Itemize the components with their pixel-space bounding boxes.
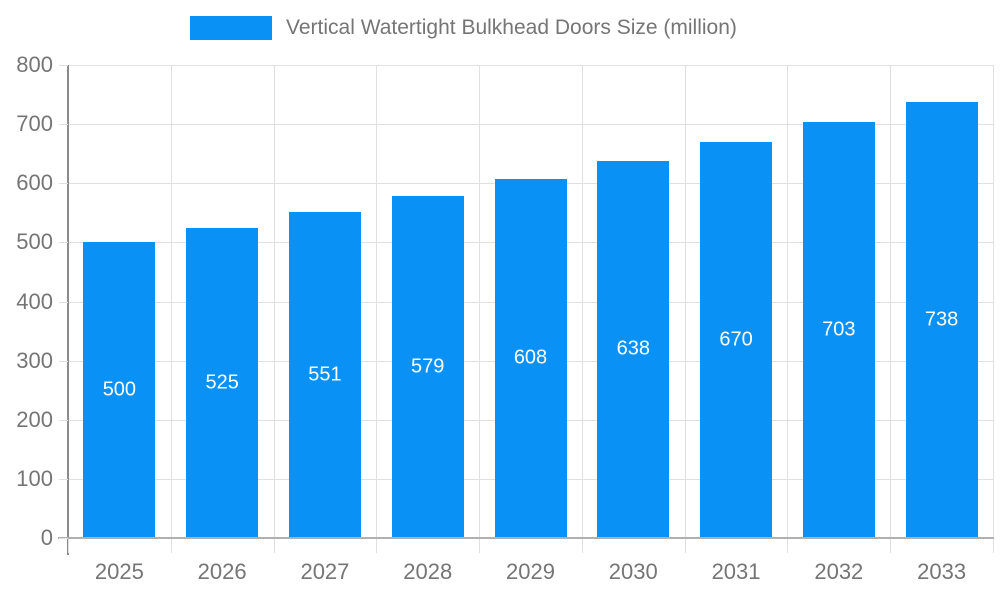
bar-2033: 738 <box>905 101 978 538</box>
x-axis-tick <box>581 539 583 553</box>
x-tick-label: 2031 <box>711 559 761 584</box>
y-tick-label: 500 <box>16 229 53 255</box>
v-gridline <box>479 65 481 538</box>
h-gridline <box>68 65 993 66</box>
x-tick-label: 2029 <box>506 559 555 584</box>
x-axis-tick <box>890 539 892 553</box>
bar-value-label: 670 <box>719 328 753 351</box>
bar-value-label: 551 <box>308 363 342 386</box>
v-gridline <box>581 65 583 538</box>
v-gridline <box>684 65 686 538</box>
bar-2025: 500 <box>83 242 156 538</box>
y-axis-tick <box>59 538 68 539</box>
x-axis-tick <box>376 539 378 553</box>
x-axis-tick <box>684 539 686 553</box>
x-axis-line <box>58 537 994 539</box>
x-axis-tick <box>479 539 481 553</box>
y-tick-label: 200 <box>16 406 53 432</box>
y-tick-label: 400 <box>16 288 53 314</box>
v-gridline <box>376 65 378 538</box>
x-tick-label: 2026 <box>197 559 247 584</box>
y-axis-tick <box>59 360 68 362</box>
bar-value-label: 608 <box>513 346 548 369</box>
y-tick-label: 600 <box>16 170 53 196</box>
y-axis-tick <box>59 65 68 66</box>
y-axis-line <box>67 65 69 555</box>
bar-2030: 638 <box>597 160 670 538</box>
v-gridline <box>787 65 789 538</box>
bar-value-label: 500 <box>102 378 137 401</box>
bar-2029: 608 <box>494 178 567 538</box>
x-tick-label: 2030 <box>608 559 658 584</box>
y-axis-tick <box>59 183 68 185</box>
y-axis-tick <box>59 301 68 303</box>
y-axis-tick <box>59 242 68 244</box>
plot-area: 500 525 551 579 608 638 670 703 738 0 100 200 300 40… <box>16 52 994 584</box>
x-tick-label: 2027 <box>300 559 350 584</box>
bar-2031: 670 <box>700 141 773 538</box>
y-axis-tick <box>59 124 68 126</box>
y-tick-label: 300 <box>16 347 53 373</box>
bar-value-label: 525 <box>205 371 239 394</box>
v-gridline <box>273 65 275 538</box>
legend-label: Vertical Watertight Bulkhead Doors Size … <box>286 16 737 39</box>
bar-value-label: 703 <box>822 318 856 341</box>
legend-swatch <box>190 16 272 40</box>
x-tick-label: 2032 <box>814 559 864 584</box>
x-tick-label: 2025 <box>94 559 144 584</box>
bar-value-label: 738 <box>924 308 959 331</box>
x-tick-label: 2028 <box>403 559 453 584</box>
bar-2032: 703 <box>802 122 875 538</box>
bar-2027: 551 <box>288 212 361 538</box>
x-axis-tick <box>273 539 275 553</box>
bar-value-label: 579 <box>411 355 445 378</box>
bar-value-label: 638 <box>616 337 650 360</box>
y-axis-tick <box>59 419 68 421</box>
v-gridline <box>993 65 994 538</box>
bar-2028: 579 <box>391 195 464 538</box>
y-tick-label: 700 <box>16 111 53 137</box>
bar-2026: 525 <box>186 227 259 538</box>
y-axis-tick <box>59 478 68 480</box>
x-axis-tick <box>787 539 789 553</box>
x-axis-tick <box>68 539 69 553</box>
y-tick-label: 800 <box>16 52 53 77</box>
v-gridline <box>890 65 892 538</box>
x-tick-label: 2033 <box>917 559 967 584</box>
y-tick-label: 100 <box>16 465 53 491</box>
chart-legend: Vertical Watertight Bulkhead Doors Size … <box>190 16 737 40</box>
v-gridline <box>170 65 172 538</box>
y-tick-label: 0 <box>40 525 53 550</box>
x-axis-tick <box>170 539 172 553</box>
x-axis-tick <box>993 539 994 553</box>
